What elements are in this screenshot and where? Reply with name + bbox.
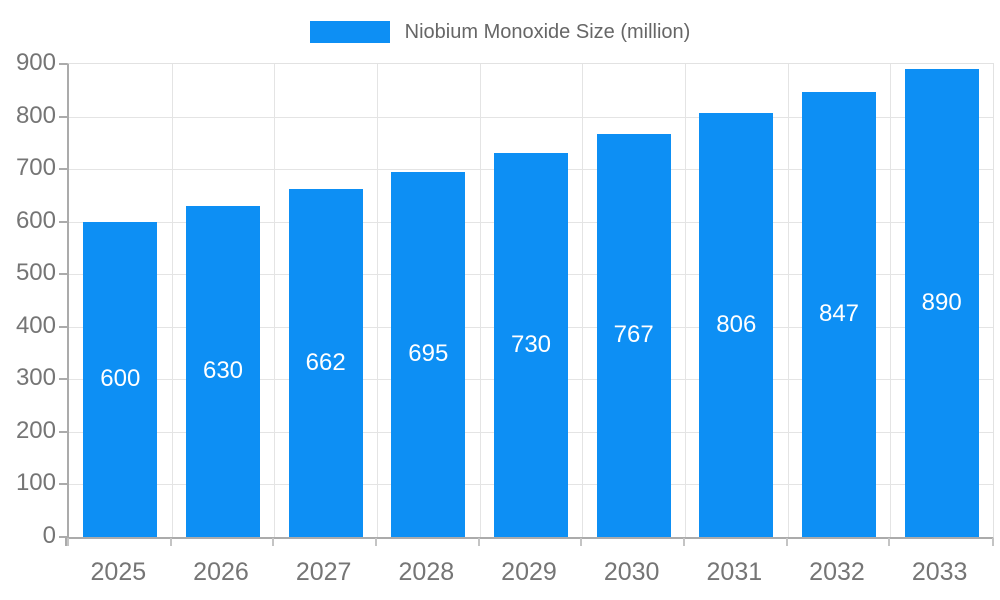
y-tick-mark — [59, 115, 67, 118]
bar-value-label: 695 — [408, 340, 449, 368]
bar[interactable] — [494, 153, 568, 537]
x-tick-mark — [992, 538, 994, 546]
y-tick-mark — [59, 63, 67, 65]
bar[interactable] — [596, 133, 671, 537]
x-tick-label: 2030 — [603, 558, 660, 586]
gridline-vertical — [274, 64, 276, 537]
x-tick-mark — [888, 538, 891, 546]
y-tick-label: 900 — [15, 49, 56, 76]
legend-item[interactable]: Niobium Monoxide Size (million) — [309, 20, 691, 44]
plot-area: 600 630 662 695 730 767 806 847 890 — [67, 63, 994, 539]
x-tick-mark — [683, 538, 685, 546]
gridline-vertical — [787, 64, 789, 537]
y-tick-label: 400 — [15, 311, 56, 339]
bar[interactable] — [802, 91, 876, 537]
y-tick-label: 700 — [15, 154, 56, 182]
x-tick-mark — [272, 538, 275, 546]
bar-value-label: 890 — [921, 289, 962, 317]
y-tick-mark — [59, 220, 67, 223]
bar[interactable] — [186, 205, 260, 537]
y-tick-mark — [59, 430, 67, 433]
bar[interactable] — [391, 171, 466, 537]
x-axis-labels: 2025 2026 2027 2028 2029 2030 2031 2032 2033 — [67, 556, 994, 590]
x-tick-label: 2026 — [193, 558, 249, 586]
y-tick-label: 500 — [15, 259, 56, 287]
bar-value-label: 730 — [510, 331, 552, 359]
gridline-horizontal — [69, 116, 993, 118]
y-tick-mark — [59, 273, 67, 276]
y-tick-label: 800 — [15, 101, 56, 129]
x-tick-mark — [477, 538, 480, 546]
x-tick-label: 2031 — [706, 558, 763, 586]
x-tick-label: 2033 — [911, 558, 968, 586]
y-tick-label: 100 — [15, 469, 56, 497]
y-tick-mark — [59, 378, 67, 381]
gridline-vertical — [890, 64, 892, 537]
x-tick-label: 2032 — [809, 558, 865, 586]
x-tick-label: 2029 — [501, 558, 557, 586]
bar-value-label: 767 — [613, 321, 654, 349]
y-tick-mark — [59, 536, 67, 538]
x-tick-mark — [580, 538, 583, 546]
y-tick-mark — [59, 483, 67, 486]
y-tick-mark — [59, 325, 67, 328]
x-tick-label: 2028 — [398, 558, 455, 586]
x-tick-mark — [65, 538, 67, 546]
gridline-vertical — [479, 64, 481, 537]
y-tick-label: 600 — [15, 206, 56, 234]
bar-value-label: 847 — [818, 300, 860, 328]
x-tick-mark — [785, 538, 788, 546]
chart-legend: Niobium Monoxide Size (million) — [0, 20, 1000, 44]
bar[interactable] — [699, 113, 774, 537]
y-axis-labels: 0 100 200 300 400 500 600 700 800 900 — [0, 49, 56, 549]
x-tick-mark — [375, 538, 377, 546]
legend-swatch — [309, 21, 390, 43]
gridline-vertical — [377, 64, 378, 537]
bar-value-label: 600 — [100, 365, 141, 393]
y-tick-label: 0 — [42, 522, 56, 549]
x-tick-mark — [169, 538, 172, 546]
bar[interactable] — [904, 69, 979, 537]
x-tick-label: 2025 — [90, 558, 147, 586]
y-tick-label: 300 — [15, 364, 56, 392]
legend-label: Niobium Monoxide Size (million) — [404, 20, 691, 43]
x-tick-label: 2027 — [295, 558, 352, 586]
bar[interactable] — [288, 189, 363, 537]
x-tick-mark — [67, 538, 69, 546]
gridline-vertical — [171, 64, 173, 537]
gridline-vertical — [582, 64, 584, 537]
gridline-vertical — [685, 64, 686, 537]
y-tick-mark — [59, 168, 67, 171]
bar-value-label: 630 — [202, 357, 244, 385]
bar-value-label: 806 — [716, 311, 757, 339]
bar[interactable] — [83, 221, 158, 537]
bar-value-label: 662 — [305, 349, 346, 377]
y-tick-label: 200 — [15, 416, 56, 444]
